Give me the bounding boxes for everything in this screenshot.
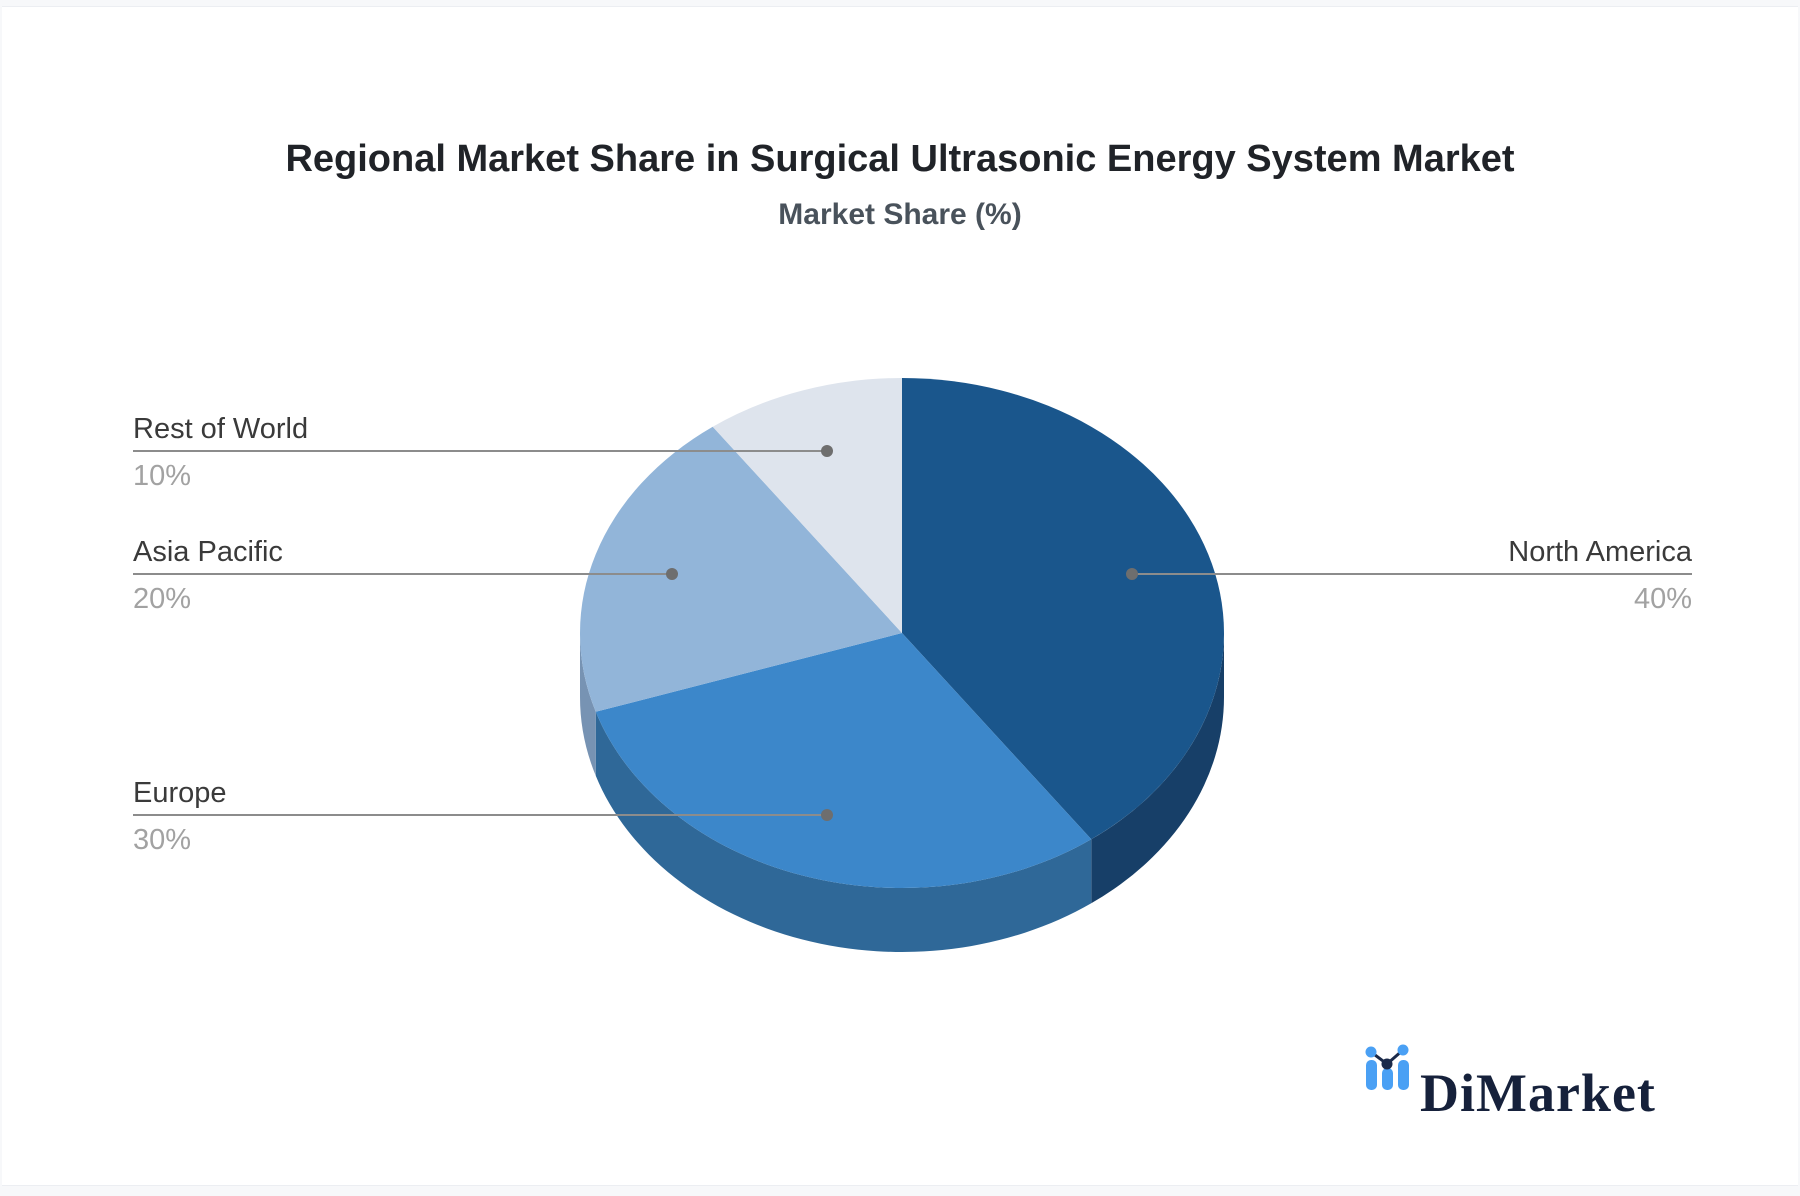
- pie-label-name: North America: [1508, 536, 1692, 568]
- pie-slice-north-america[interactable]: [902, 378, 1225, 840]
- leader-dot-north-america: [1126, 568, 1138, 580]
- pie-label-rest-of-world: Rest of World 10%: [133, 411, 693, 493]
- pie-slice-side-asia-pacific: [580, 633, 596, 776]
- pie-3d-sides: [580, 633, 1224, 952]
- pie-label-north-america: North America 40%: [1132, 534, 1692, 616]
- pie-label-asia-pacific: Asia Pacific 20%: [133, 534, 693, 616]
- pie-slice-rest-of-world[interactable]: [712, 378, 902, 633]
- pie-slice-europe[interactable]: [595, 633, 1092, 888]
- logo-bar-left: [1366, 1060, 1377, 1090]
- pie-label-europe: Europe 30%: [133, 775, 693, 857]
- bar-chart-logo-icon: [1365, 1044, 1409, 1090]
- pie-label-name: Europe: [133, 777, 227, 809]
- logo-bar-right: [1398, 1060, 1409, 1090]
- leader-dot-rest-of-world: [821, 445, 833, 457]
- pie-leader-lines: [133, 445, 1692, 821]
- logo-bar-middle: [1382, 1068, 1393, 1090]
- pie-label-value: 20%: [133, 583, 192, 615]
- pie-label-name: Asia Pacific: [133, 536, 283, 568]
- right-frame-strip: [1798, 0, 1800, 1196]
- pie-label-value: 10%: [133, 460, 192, 492]
- logo-dot-middle: [1381, 1058, 1393, 1070]
- pie-slices: [580, 378, 1225, 888]
- logo-wordmark: DiMarket: [1420, 1063, 1656, 1123]
- bottom-frame-strip: [0, 1185, 1800, 1196]
- leader-dot-europe: [821, 809, 833, 821]
- logo-dot-left: [1365, 1046, 1377, 1058]
- top-frame-strip: [0, 0, 1800, 7]
- chart-subtitle: Market Share (%): [778, 198, 1022, 231]
- pie-label-value: 30%: [133, 824, 192, 856]
- pie-label-value: 40%: [1633, 583, 1692, 615]
- pie-slice-asia-pacific[interactable]: [580, 426, 902, 712]
- pie-slice-side-europe: [595, 711, 1092, 952]
- logo-dot-right: [1397, 1044, 1409, 1056]
- left-frame-strip: [0, 0, 2, 1196]
- leader-dot-asia-pacific: [666, 568, 678, 580]
- pie-slice-side-north-america: [1091, 633, 1224, 904]
- chart-title: Regional Market Share in Surgical Ultras…: [285, 138, 1515, 180]
- pie-label-name: Rest of World: [133, 413, 309, 445]
